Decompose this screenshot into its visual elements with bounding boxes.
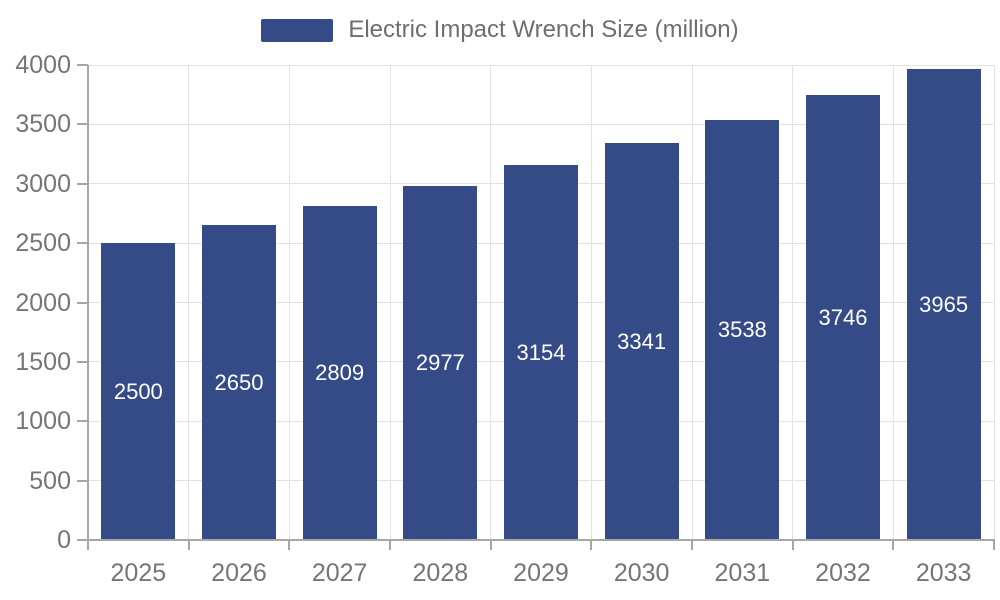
x-axis-line	[87, 539, 995, 541]
x-axis-tick	[87, 540, 89, 550]
gridline-vertical	[389, 65, 391, 540]
x-tick-label: 2027	[311, 559, 368, 587]
gridline-vertical	[691, 65, 693, 540]
gridline-horizontal	[88, 123, 994, 125]
bar	[604, 143, 679, 540]
bar	[504, 165, 578, 540]
y-tick-label: 0	[57, 526, 71, 554]
y-tick-label: 1000	[15, 407, 71, 436]
x-tick-label: 2026	[211, 559, 267, 587]
x-tick-label: 2033	[915, 559, 972, 587]
gridline-vertical	[590, 65, 592, 540]
y-axis-tick	[77, 420, 88, 423]
bar-value-label: 3538	[717, 316, 767, 342]
y-tick-label: 1500	[15, 347, 71, 376]
bar	[202, 225, 276, 540]
gridline-vertical	[288, 65, 290, 540]
x-axis-tick	[691, 540, 693, 550]
x-tick-label: 2031	[714, 559, 771, 587]
x-axis-tick	[489, 540, 492, 550]
bar-value-label: 3154	[516, 339, 566, 365]
bar	[302, 206, 377, 540]
y-axis-tick	[77, 64, 88, 66]
x-axis-tick	[892, 540, 895, 550]
chart-legend: Electric Impact Wrench Size (million)	[0, 16, 1000, 44]
y-axis-tick	[77, 479, 88, 482]
bar-value-label: 3965	[919, 291, 969, 317]
bar-value-label: 2500	[113, 378, 163, 404]
gridline-vertical	[993, 65, 995, 540]
bar	[705, 119, 780, 540]
y-tick-label: 2500	[15, 229, 71, 258]
bar-value-label: 3746	[818, 304, 868, 330]
bar	[806, 95, 880, 540]
legend-item[interactable]: Electric Impact Wrench Size (million)	[261, 16, 739, 44]
legend-label: Electric Impact Wrench Size (million)	[348, 16, 739, 43]
y-axis-tick	[77, 360, 88, 363]
x-axis-tick	[389, 540, 391, 550]
y-tick-label: 3500	[15, 110, 71, 139]
y-tick-label: 4000	[15, 51, 71, 79]
x-tick-label: 2025	[110, 559, 167, 587]
y-tick-label: 2000	[15, 288, 71, 317]
y-tick-label: 500	[29, 466, 71, 495]
bar	[101, 243, 176, 540]
y-axis-tick	[77, 242, 88, 245]
y-tick-label: 3000	[15, 169, 71, 198]
y-axis-tick	[77, 182, 88, 185]
y-axis-tick	[77, 301, 88, 304]
gridline-vertical	[490, 65, 492, 540]
y-axis-tick	[77, 123, 88, 126]
y-axis-line	[87, 65, 89, 550]
x-axis-tick	[791, 540, 794, 550]
bar	[403, 186, 478, 540]
x-axis-tick	[187, 540, 190, 550]
gridline-vertical	[188, 65, 190, 540]
legend-swatch-icon	[261, 18, 334, 42]
bar-value-label: 2977	[415, 350, 465, 376]
x-tick-label: 2032	[815, 559, 871, 587]
x-tick-label: 2029	[513, 559, 569, 587]
x-axis-tick	[590, 540, 593, 550]
x-tick-label: 2030	[613, 559, 670, 587]
bar-value-label: 2809	[315, 360, 365, 386]
bar-value-label: 3341	[617, 328, 667, 354]
x-tick-label: 2028	[412, 559, 469, 587]
x-axis-tick	[993, 540, 995, 550]
gridline-vertical	[892, 65, 894, 540]
gridline-horizontal	[88, 64, 994, 66]
y-axis-tick	[77, 539, 88, 541]
x-axis-tick	[288, 540, 291, 550]
gridline-vertical	[792, 65, 794, 540]
bar	[906, 69, 981, 540]
bar-value-label: 2650	[214, 369, 264, 395]
